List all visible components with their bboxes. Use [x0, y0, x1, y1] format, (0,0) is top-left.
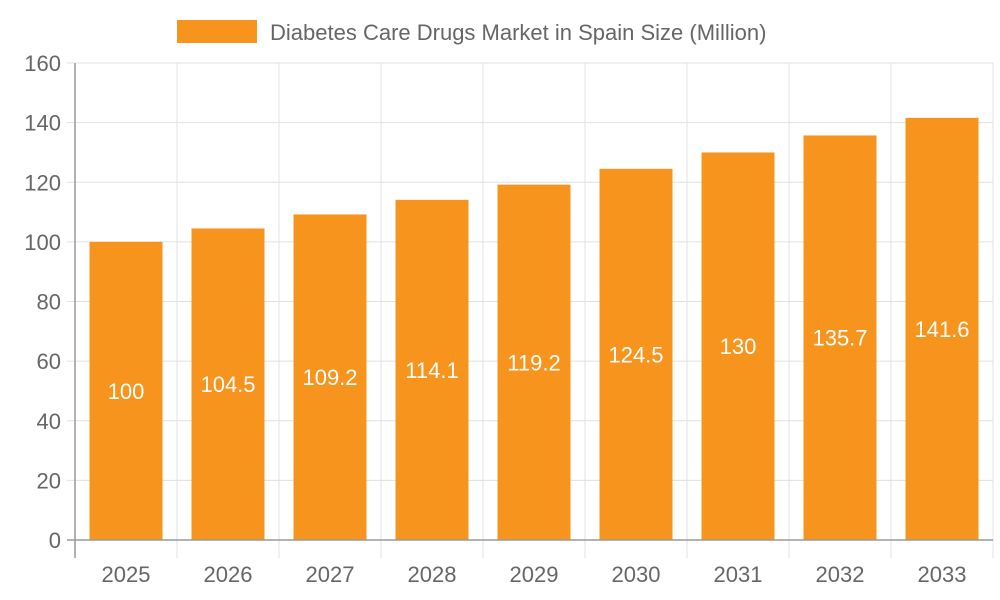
axes: 0 20 40 60 80 100 120 140 160 2025 2026 2027 2028 202…: [24, 51, 993, 587]
y-tick-label: 0: [49, 528, 61, 553]
x-tick-label: 2027: [306, 562, 355, 587]
x-tick-label: 2033: [918, 562, 967, 587]
data-label: 124.5: [608, 342, 663, 367]
legend[interactable]: Diabetes Care Drugs Market in Spain Size…: [177, 20, 766, 45]
data-label: 100: [108, 379, 145, 404]
y-tick-label: 160: [24, 51, 61, 76]
bar-2032: [803, 135, 877, 540]
data-label: 119.2: [507, 350, 560, 375]
legend-label: Diabetes Care Drugs Market in Spain Size…: [270, 20, 766, 45]
legend-swatch: [177, 20, 257, 43]
y-tick-label: 20: [37, 468, 61, 493]
bar-2025: [89, 241, 163, 540]
bars: 100 104.5 109.2 114.1 119.2 124.5 130 135.7 141.…: [89, 117, 979, 541]
y-tick-label: 40: [37, 409, 61, 434]
x-tick-label: 2025: [102, 562, 151, 587]
y-tick-label: 140: [24, 111, 61, 136]
bar-2027: [293, 214, 367, 540]
x-tick-label: 2031: [714, 562, 763, 587]
y-tick-label: 80: [37, 290, 61, 315]
bar-2026: [191, 228, 265, 540]
bar-2031: [701, 152, 775, 540]
data-label: 109.2: [302, 365, 357, 390]
data-label: 114.1: [405, 358, 458, 383]
data-label: 135.7: [812, 326, 867, 351]
x-tick-label: 2029: [510, 562, 559, 587]
y-tick-label: 120: [24, 170, 61, 195]
x-tick-label: 2028: [408, 562, 457, 587]
x-tick-label: 2030: [612, 562, 661, 587]
x-tick-label: 2032: [816, 562, 865, 587]
y-tick-label: 100: [24, 230, 61, 255]
bar-2029: [497, 184, 571, 540]
y-tick-label: 60: [37, 349, 61, 374]
bar-2030: [599, 168, 673, 540]
data-label: 130: [720, 334, 757, 359]
x-tick-label: 2026: [204, 562, 253, 587]
data-label: 104.5: [200, 372, 255, 397]
data-label: 141.6: [914, 317, 969, 342]
bar-2033: [905, 117, 979, 540]
bar-2028: [395, 199, 469, 541]
